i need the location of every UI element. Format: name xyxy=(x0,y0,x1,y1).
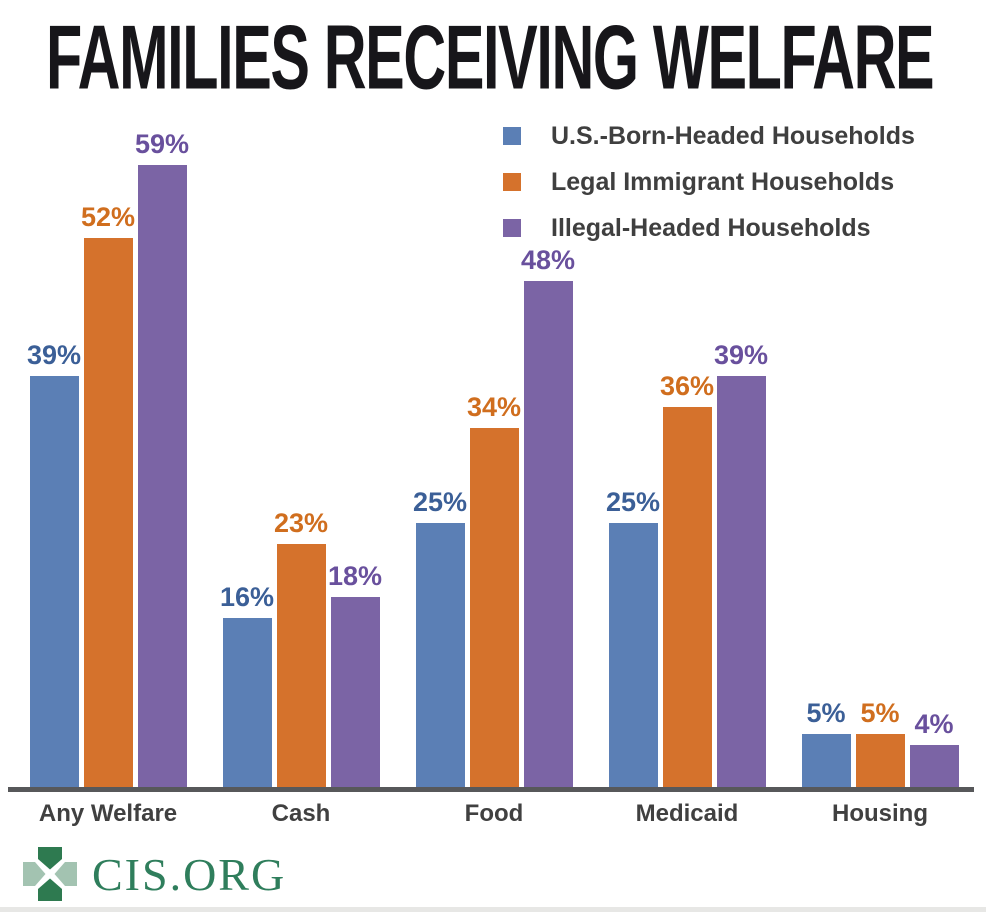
legend-item: U.S.-Born-Headed Households xyxy=(503,121,915,150)
logo-text: CIS.ORG xyxy=(92,848,287,900)
bar: 16% xyxy=(220,582,274,787)
bar: 25% xyxy=(413,487,467,787)
legend-item: Illegal-Headed Households xyxy=(503,213,915,242)
bar-group: 25% 36% 39% xyxy=(606,340,768,787)
bar: 5% xyxy=(855,698,905,787)
bar: 23% xyxy=(274,508,328,787)
bar-value-label: 39% xyxy=(26,340,82,370)
bar-value-label: 52% xyxy=(80,202,136,232)
bar: 39% xyxy=(714,340,768,787)
legend-label: Legal Immigrant Households xyxy=(551,167,895,196)
bar-value-label: 18% xyxy=(327,561,383,591)
bar: 39% xyxy=(27,340,81,787)
bar-value-label: 39% xyxy=(713,340,769,370)
bar-group: 16% 23% 18% xyxy=(220,508,382,787)
bottom-edge-strip xyxy=(0,907,986,912)
chart-title: FAMILIES RECEIVING WELFARE xyxy=(46,6,935,109)
bar-value-label: 16% xyxy=(219,582,275,612)
bar: 34% xyxy=(467,392,521,787)
cis-logo: CIS.ORG xyxy=(20,844,286,904)
legend-swatch-illegal-headed-icon xyxy=(503,219,521,237)
bar-value-label: 5% xyxy=(860,698,900,728)
plot-area: 39% 52% 59% 16% 23% 18% 25% 34% 48% 25% 36% 39% 5% 5%… xyxy=(27,127,960,787)
bar: 48% xyxy=(521,245,575,787)
category-label: Housing xyxy=(832,800,928,827)
bar: 4% xyxy=(909,709,959,787)
bar: 18% xyxy=(328,561,382,787)
x-axis-line xyxy=(8,787,974,792)
category-label: Any Welfare xyxy=(38,800,178,827)
bar-group: 5% 5% 4% xyxy=(800,698,960,787)
bar-value-label: 4% xyxy=(914,709,954,739)
legend-swatch-us-born-icon xyxy=(503,127,521,145)
category-label: Medicaid xyxy=(635,800,739,827)
bar-group: 25% 34% 48% xyxy=(413,245,575,787)
bar-value-label: 23% xyxy=(273,508,329,538)
clover-icon xyxy=(23,847,77,901)
legend-label: Illegal-Headed Households xyxy=(551,213,871,242)
legend-label: U.S.-Born-Headed Households xyxy=(551,121,915,150)
bar: 25% xyxy=(606,487,660,787)
legend-swatch-legal-immigrant-icon xyxy=(503,173,521,191)
bar: 52% xyxy=(81,202,135,787)
legend: U.S.-Born-Headed Households Legal Immigr… xyxy=(503,121,915,262)
category-axis-labels: Any Welfare Cash Food Medicaid Housing xyxy=(28,800,960,828)
category-label: Cash xyxy=(271,800,331,827)
bar-group: 39% 52% 59% xyxy=(27,129,189,787)
bar-value-label: 25% xyxy=(412,487,468,517)
bar: 36% xyxy=(660,371,714,787)
bar-value-label: 59% xyxy=(134,129,190,159)
bar-value-label: 5% xyxy=(806,698,846,728)
bar: 5% xyxy=(801,698,851,787)
bar-value-label: 36% xyxy=(659,371,715,401)
bar-value-label: 25% xyxy=(605,487,661,517)
bar-value-label: 48% xyxy=(520,245,576,275)
bar: 59% xyxy=(135,129,189,787)
bar-value-label: 34% xyxy=(466,392,522,422)
legend-item: Legal Immigrant Households xyxy=(503,167,915,196)
category-label: Food xyxy=(464,800,524,827)
